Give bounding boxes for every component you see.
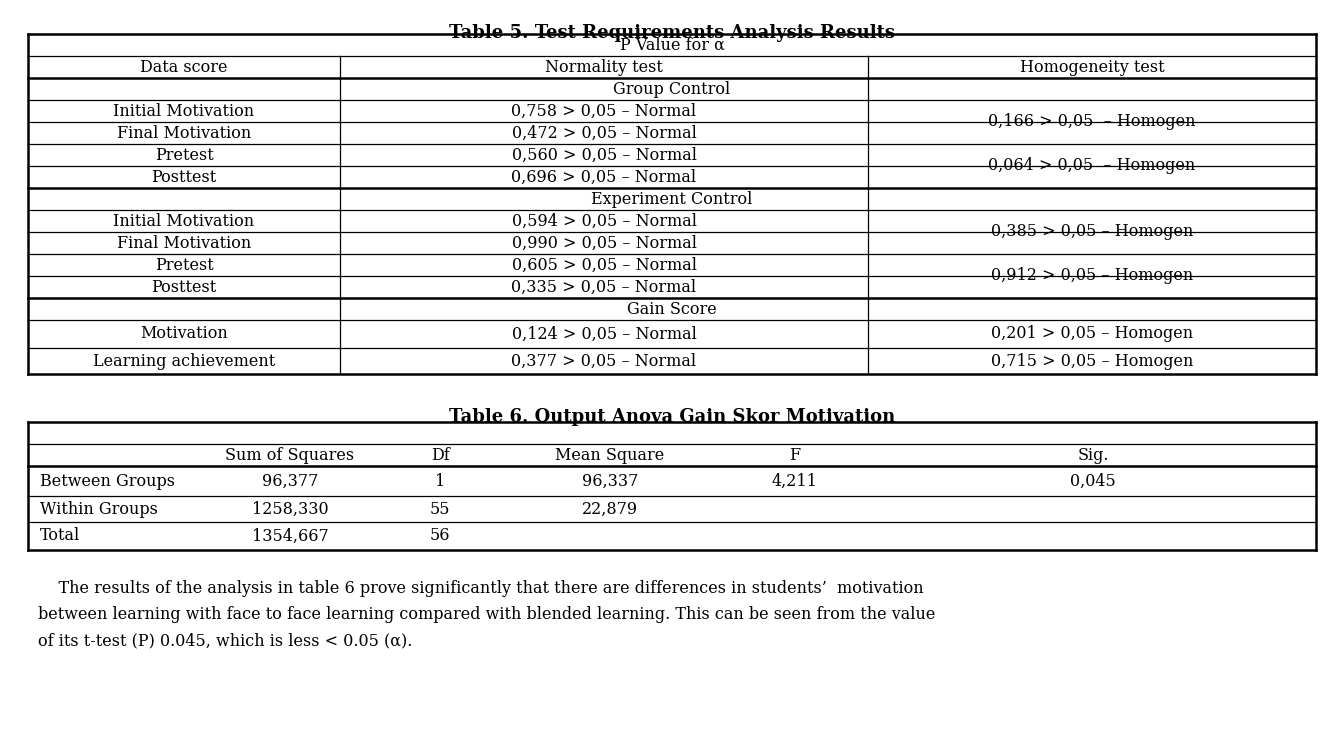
Text: 55: 55 (430, 501, 450, 518)
Text: Normality test: Normality test (546, 59, 663, 75)
Text: between learning with face to face learning compared with blended learning. This: between learning with face to face learn… (38, 606, 935, 623)
Text: Sig.: Sig. (1078, 447, 1109, 463)
Text: Homogeneity test: Homogeneity test (1020, 59, 1164, 75)
Text: Gain Score: Gain Score (628, 301, 716, 318)
Text: Mean Square: Mean Square (555, 447, 665, 463)
Text: 1258,330: 1258,330 (251, 501, 328, 518)
Text: Learning achievement: Learning achievement (93, 353, 276, 370)
Text: 56: 56 (430, 528, 450, 545)
Text: 1: 1 (435, 472, 445, 490)
Text: 0,758 > 0,05 – Normal: 0,758 > 0,05 – Normal (512, 102, 696, 119)
Text: Table 5. Test Requirements Analysis Results: Table 5. Test Requirements Analysis Resu… (449, 24, 895, 42)
Text: Within Groups: Within Groups (40, 501, 157, 518)
Text: F: F (789, 447, 801, 463)
Text: Initial Motivation: Initial Motivation (113, 212, 254, 230)
Text: Final Motivation: Final Motivation (117, 234, 251, 252)
Text: Data score: Data score (140, 59, 227, 75)
Text: Posttest: Posttest (152, 278, 216, 296)
Text: 0,335 > 0,05 – Normal: 0,335 > 0,05 – Normal (512, 278, 696, 296)
Text: Pretest: Pretest (155, 256, 214, 274)
Text: 0,124 > 0,05 – Normal: 0,124 > 0,05 – Normal (512, 326, 696, 343)
Text: Between Groups: Between Groups (40, 472, 175, 490)
Text: Df: Df (430, 447, 449, 463)
Text: 0,990 > 0,05 – Normal: 0,990 > 0,05 – Normal (512, 234, 696, 252)
Text: Total: Total (40, 528, 81, 545)
Text: Motivation: Motivation (140, 326, 228, 343)
Text: 0,472 > 0,05 – Normal: 0,472 > 0,05 – Normal (512, 124, 696, 141)
Text: 0,201 > 0,05 – Homogen: 0,201 > 0,05 – Homogen (991, 326, 1193, 343)
Text: Final Motivation: Final Motivation (117, 124, 251, 141)
Text: 0,045: 0,045 (1070, 472, 1116, 490)
Text: 0,385 > 0,05 – Homogen: 0,385 > 0,05 – Homogen (991, 223, 1193, 241)
Text: Pretest: Pretest (155, 146, 214, 163)
Text: 0,696 > 0,05 – Normal: 0,696 > 0,05 – Normal (512, 168, 696, 185)
Text: The results of the analysis in table 6 prove significantly that there are differ: The results of the analysis in table 6 p… (38, 580, 923, 597)
Text: Sum of Squares: Sum of Squares (226, 447, 355, 463)
Text: Initial Motivation: Initial Motivation (113, 102, 254, 119)
Text: 0,560 > 0,05 – Normal: 0,560 > 0,05 – Normal (512, 146, 696, 163)
Text: 22,879: 22,879 (582, 501, 638, 518)
Text: Experiment Control: Experiment Control (591, 190, 753, 207)
Text: 1354,667: 1354,667 (251, 528, 328, 545)
Text: 96,337: 96,337 (582, 472, 638, 490)
Text: Table 6. Output Anova Gain Skor Motivation: Table 6. Output Anova Gain Skor Motivati… (449, 408, 895, 426)
Text: Posttest: Posttest (152, 168, 216, 185)
Text: Group Control: Group Control (613, 81, 731, 97)
Text: P Value for α: P Value for α (620, 37, 724, 53)
Text: 0,064 > 0,05  – Homogen: 0,064 > 0,05 – Homogen (988, 157, 1196, 174)
Text: 0,377 > 0,05 – Normal: 0,377 > 0,05 – Normal (512, 353, 696, 370)
Text: 0,912 > 0,05 – Homogen: 0,912 > 0,05 – Homogen (991, 267, 1193, 285)
Text: 0,166 > 0,05  – Homogen: 0,166 > 0,05 – Homogen (988, 113, 1196, 130)
Text: 0,605 > 0,05 – Normal: 0,605 > 0,05 – Normal (512, 256, 696, 274)
Text: of its t-test (P) 0.045, which is less < 0.05 (α).: of its t-test (P) 0.045, which is less <… (38, 632, 413, 649)
Text: 0,715 > 0,05 – Homogen: 0,715 > 0,05 – Homogen (991, 353, 1193, 370)
Text: 0,594 > 0,05 – Normal: 0,594 > 0,05 – Normal (512, 212, 696, 230)
Text: 96,377: 96,377 (262, 472, 319, 490)
Text: 4,211: 4,211 (771, 472, 818, 490)
